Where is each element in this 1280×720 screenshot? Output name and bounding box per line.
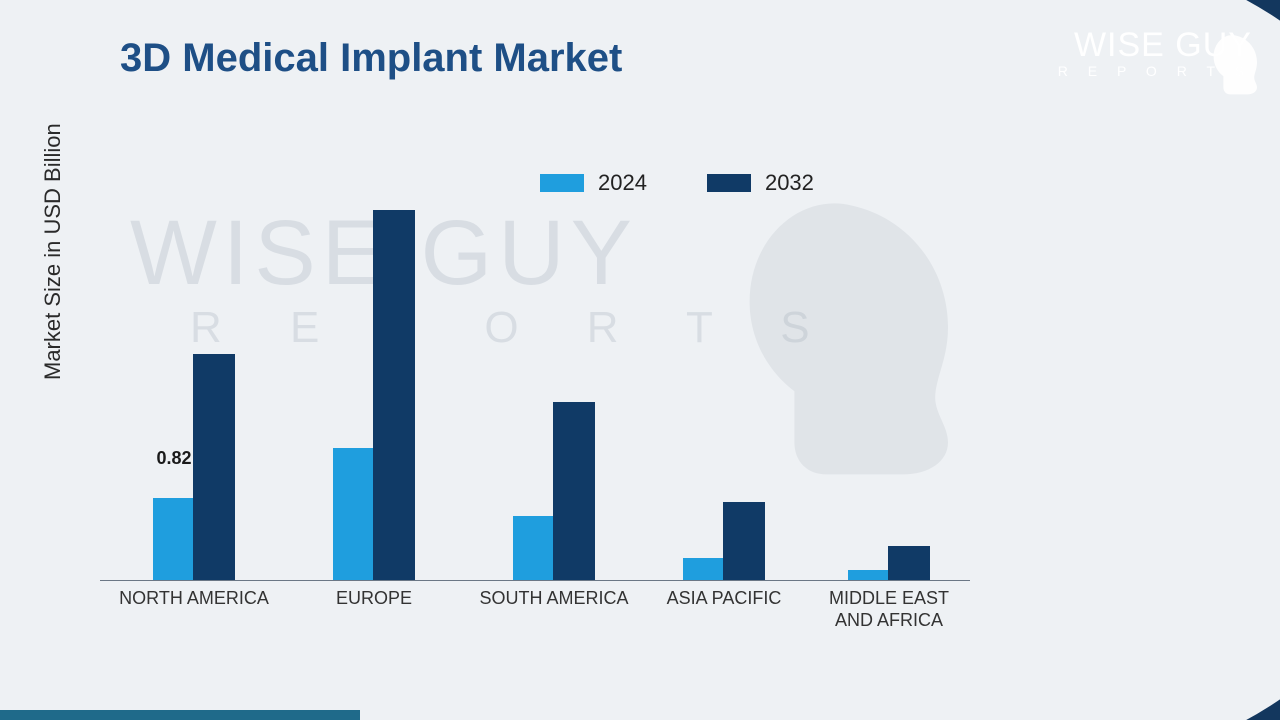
legend-label-2032: 2032 (765, 170, 814, 196)
bar-2024 (683, 558, 725, 580)
category-label: MIDDLE EAST AND AFRICA (814, 588, 964, 631)
category-label: SOUTH AMERICA (479, 588, 629, 610)
chart-legend: 2024 2032 (540, 170, 814, 196)
legend-item-2024: 2024 (540, 170, 647, 196)
bar-2032 (193, 354, 235, 580)
bottom-accent-rule (0, 710, 360, 720)
legend-swatch-2032 (707, 174, 751, 192)
bar-2032 (888, 546, 930, 580)
bar-group: NORTH AMERICA0.82 (153, 354, 235, 580)
bar-2024 (848, 570, 890, 580)
bar-2024 (333, 448, 375, 580)
legend-label-2024: 2024 (598, 170, 647, 196)
legend-item-2032: 2032 (707, 170, 814, 196)
chart-title: 3D Medical Implant Market (120, 36, 622, 81)
bar-group: ASIA PACIFIC (683, 502, 765, 580)
bar-2024 (153, 498, 195, 580)
legend-swatch-2024 (540, 174, 584, 192)
bar-2024 (513, 516, 555, 580)
chart-infographic: WISE GUY R E P O R T S 3D Medical Implan… (0, 0, 1280, 720)
brand-head-icon (1194, 30, 1264, 100)
category-label: EUROPE (299, 588, 449, 610)
bar-group: SOUTH AMERICA (513, 402, 595, 580)
bar-2032 (723, 502, 765, 580)
chart-plot-area: NORTH AMERICA0.82 EUROPE SOUTH AMERICA ASIA… (100, 200, 970, 580)
bar-value-label: 0.82 (156, 448, 191, 473)
chart-baseline (100, 580, 970, 581)
bar-group: EUROPE (333, 210, 415, 580)
category-label: ASIA PACIFIC (649, 588, 799, 610)
bar-group: MIDDLE EAST AND AFRICA (848, 546, 930, 580)
bar-2032 (553, 402, 595, 580)
category-label: NORTH AMERICA (119, 588, 269, 610)
bar-2032 (373, 210, 415, 580)
y-axis-label: Market Size in USD Billion (40, 123, 66, 380)
brand-logo: WISE GUY R E P O R T S (1058, 28, 1252, 78)
